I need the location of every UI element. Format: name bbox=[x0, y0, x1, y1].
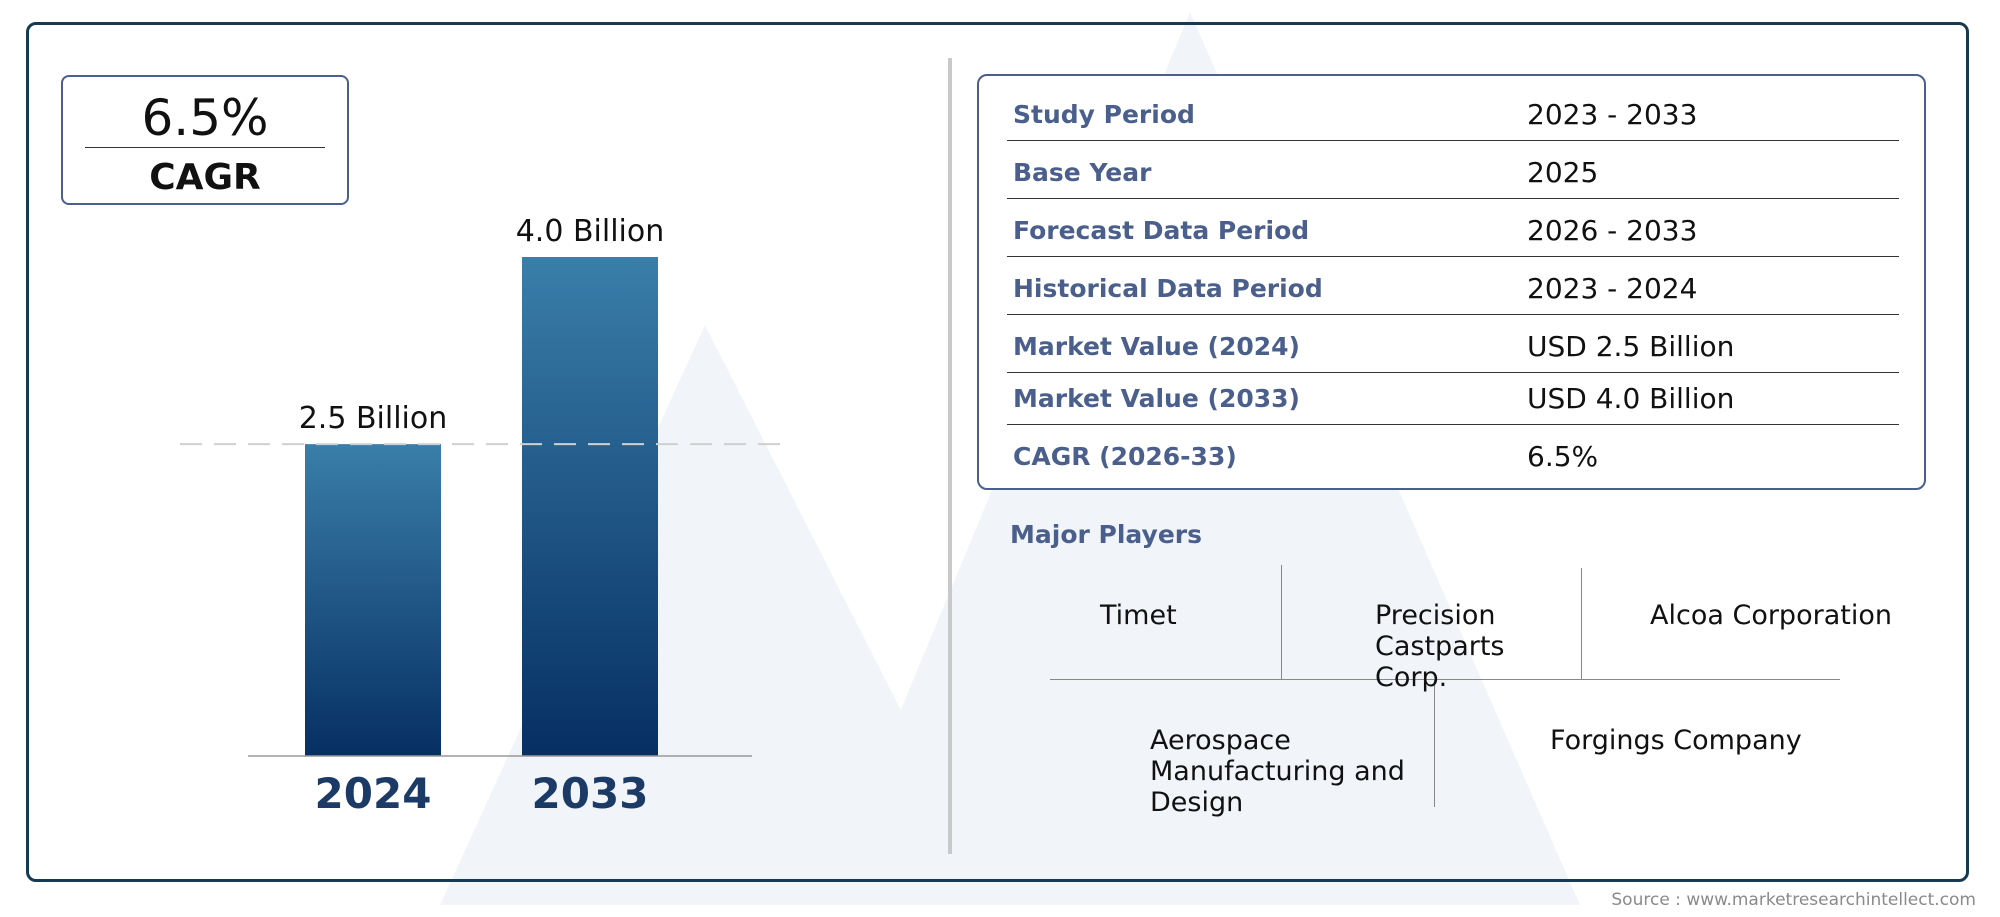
table-row: Base Year 2025 bbox=[1007, 142, 1899, 199]
data-label: 2.5 Billion bbox=[299, 401, 448, 436]
row-label: Base Year bbox=[1013, 158, 1152, 187]
row-value: 2026 - 2033 bbox=[1527, 214, 1698, 247]
player-name: Forgings Company bbox=[1550, 725, 1802, 756]
table-row: Market Value (2024) USD 2.5 Billion bbox=[1007, 316, 1899, 373]
bar bbox=[305, 444, 441, 756]
row-label: Market Value (2024) bbox=[1013, 332, 1300, 361]
player-name: Alcoa Corporation bbox=[1650, 600, 1892, 631]
table-row: Market Value (2033) USD 4.0 Billion bbox=[1007, 368, 1899, 425]
row-label: Market Value (2033) bbox=[1013, 384, 1300, 413]
table-row: CAGR (2026-33) 6.5% bbox=[1007, 426, 1899, 482]
data-label: 4.0 Billion bbox=[516, 214, 665, 249]
source-credit: Source : www.marketresearchintellect.com bbox=[1611, 890, 1976, 910]
row-value: USD 4.0 Billion bbox=[1527, 382, 1735, 415]
category-label: 2024 bbox=[315, 769, 432, 818]
players-divider bbox=[1281, 565, 1282, 680]
row-value: 2023 - 2033 bbox=[1527, 98, 1698, 131]
row-label: Historical Data Period bbox=[1013, 274, 1323, 303]
category-label: 2033 bbox=[532, 769, 649, 818]
player-name: Aerospace Manufacturing and Design bbox=[1150, 725, 1405, 818]
players-divider bbox=[1581, 568, 1582, 680]
table-row: Study Period 2023 - 2033 bbox=[1007, 84, 1899, 141]
row-value: 2023 - 2024 bbox=[1527, 272, 1698, 305]
cagr-divider bbox=[85, 147, 325, 148]
market-size-bar-chart: 2.5 Billion 2024 4.0 Billion 2033 bbox=[180, 214, 790, 818]
section-divider bbox=[948, 58, 952, 854]
row-value: 6.5% bbox=[1527, 440, 1599, 473]
cagr-label: CAGR bbox=[149, 157, 261, 198]
player-name: Precision Castparts Corp. bbox=[1375, 600, 1505, 693]
row-value: USD 2.5 Billion bbox=[1527, 330, 1735, 363]
bar bbox=[522, 257, 658, 756]
row-label: Study Period bbox=[1013, 100, 1195, 129]
row-label: CAGR (2026-33) bbox=[1013, 442, 1237, 471]
market-summary-table: Study Period 2023 - 2033 Base Year 2025 … bbox=[977, 74, 1926, 490]
major-players-title: Major Players bbox=[1010, 520, 1202, 549]
players-divider bbox=[1434, 680, 1435, 807]
cagr-value: 6.5% bbox=[141, 89, 269, 147]
row-value: 2025 bbox=[1527, 156, 1599, 189]
table-row: Forecast Data Period 2026 - 2033 bbox=[1007, 200, 1899, 257]
players-divider bbox=[1050, 679, 1840, 680]
row-label: Forecast Data Period bbox=[1013, 216, 1310, 245]
cagr-badge: 6.5% CAGR bbox=[61, 75, 349, 205]
table-row: Historical Data Period 2023 - 2024 bbox=[1007, 258, 1899, 315]
player-name: Timet bbox=[1100, 600, 1177, 631]
infographic-frame bbox=[26, 22, 1969, 882]
